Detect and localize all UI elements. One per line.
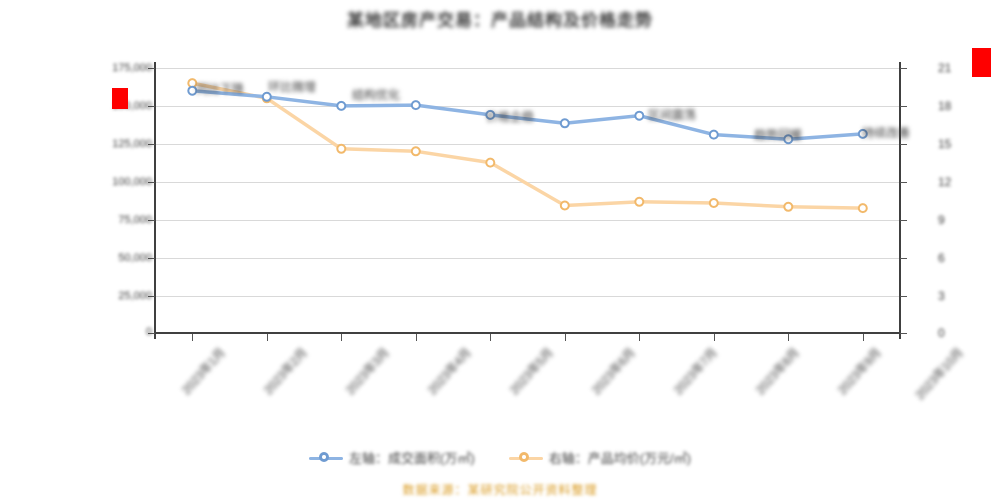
x-tick: [564, 334, 566, 341]
y-tick-right: [900, 144, 907, 145]
data-point[interactable]: [336, 100, 347, 111]
x-tick: [266, 334, 268, 341]
y-tick-left: [148, 258, 155, 259]
legend-item-blue[interactable]: 左轴：成交面积(万㎡): [309, 448, 475, 467]
data-label: 同比下降: [196, 82, 245, 96]
y-tick-left: [148, 296, 155, 297]
y-tick-right: [900, 68, 907, 69]
data-label: 价格企稳: [486, 110, 535, 124]
source-caption-text: 数据来源：某研究院公开资料整理: [402, 483, 598, 497]
y-tick-right: [900, 296, 907, 297]
gridline: [155, 68, 900, 69]
data-label: 环比微增: [268, 80, 317, 94]
data-label: 结构优化: [352, 88, 401, 102]
data-point[interactable]: [261, 91, 272, 102]
y-axis-right-line: [899, 62, 901, 339]
right-axis-redaction-block: [972, 48, 991, 77]
y-tick-left: [148, 144, 155, 145]
gridline: [155, 220, 900, 221]
data-point[interactable]: [857, 203, 868, 214]
legend-label-blue: 左轴：成交面积(万㎡): [349, 451, 475, 466]
data-point[interactable]: [708, 198, 719, 208]
y-tick-right: [900, 220, 907, 221]
y-axis-right-tick-label: 3: [938, 289, 945, 303]
y-tick-right: [900, 258, 907, 259]
y-axis-left-tick-label: 75,000: [118, 214, 152, 226]
x-tick: [415, 334, 417, 341]
series-blue-area: [187, 85, 868, 145]
y-axis-right-tick-label: 6: [938, 251, 945, 265]
x-tick: [788, 334, 790, 341]
legend-item-orange[interactable]: 右轴：产品均价(万元/㎡): [508, 448, 691, 467]
x-axis-line: [154, 332, 901, 334]
legend-marker-orange-icon: [508, 451, 543, 465]
x-tick: [490, 334, 492, 341]
y-axis-left-tick-label: 25,000: [118, 290, 152, 302]
x-tick: [713, 334, 715, 341]
data-point[interactable]: [783, 201, 794, 212]
x-tick: [639, 334, 641, 341]
y-tick-left: [148, 106, 155, 107]
y-axis-left-tick-label: 125,000: [112, 138, 152, 150]
gridline: [155, 144, 900, 145]
data-point[interactable]: [485, 109, 496, 120]
data-point[interactable]: [410, 100, 421, 111]
gridline: [155, 296, 900, 297]
y-axis-right-tick-label: 9: [938, 213, 945, 227]
y-tick-right: [900, 333, 907, 334]
legend: 左轴：成交面积(万㎡) 右轴：产品均价(万元/㎡): [0, 448, 1000, 467]
gridline: [155, 258, 900, 259]
y-tick-left: [148, 68, 155, 69]
y-axis-left-tick-label: 100,000: [112, 176, 152, 188]
data-point[interactable]: [634, 110, 645, 121]
x-tick: [862, 334, 864, 341]
y-axis-left-tick-label: 0: [145, 326, 152, 338]
data-point[interactable]: [559, 118, 570, 129]
data-point[interactable]: [410, 146, 421, 157]
y-tick-right: [900, 182, 907, 183]
data-point[interactable]: [783, 134, 794, 145]
y-axis-left-tick-label: 50,000: [118, 252, 152, 264]
data-point[interactable]: [187, 85, 198, 96]
left-axis-redaction-block: [112, 88, 128, 109]
y-axis-right-tick-label: 21: [938, 61, 952, 75]
data-point[interactable]: [708, 129, 719, 140]
y-axis-left-tick-label: 175,000: [112, 62, 152, 74]
gridline: [155, 106, 900, 107]
data-point[interactable]: [336, 143, 347, 154]
data-point[interactable]: [634, 196, 645, 207]
y-tick-left: [148, 220, 155, 221]
y-axis-right-tick-label: 18: [938, 99, 952, 113]
y-tick-right: [900, 106, 907, 107]
data-point[interactable]: [857, 128, 868, 139]
x-tick: [341, 334, 343, 341]
x-tick: [192, 334, 194, 341]
y-tick-left: [148, 182, 155, 183]
y-axis-right-tick-label: 12: [938, 175, 952, 189]
legend-marker-blue-icon: [309, 451, 344, 465]
data-label: 趋势回暖: [754, 128, 803, 142]
legend-label-orange: 右轴：产品均价(万元/㎡): [548, 451, 691, 466]
y-axis-right-tick-label: 0: [938, 326, 945, 340]
chart-title-text: 某地区房产交易：产品结构及价格走势: [347, 11, 653, 30]
y-axis-right-tick-label: 15: [938, 137, 952, 151]
y-tick-left: [148, 333, 155, 334]
y-axis-left-line: [154, 62, 156, 339]
page-title: 某地区房产交易：产品结构及价格走势: [0, 6, 1000, 31]
data-point[interactable]: [485, 157, 496, 168]
source-caption: 数据来源：某研究院公开资料整理: [0, 481, 1000, 498]
data-label: 区间震荡: [648, 108, 697, 122]
data-point[interactable]: [559, 200, 570, 211]
data-label: 持续改善: [862, 126, 911, 140]
